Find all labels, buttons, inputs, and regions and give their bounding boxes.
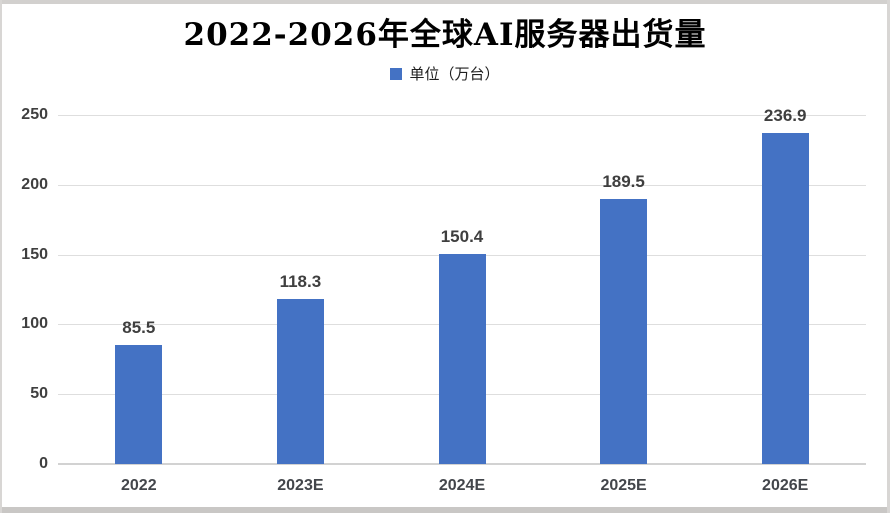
x-axis-tick-label: 2023E [277,477,324,494]
legend: 单位（万台） [0,63,890,84]
gridline [58,184,866,186]
chart-title: 2022-2026年全球AI服务器出货量 [183,17,707,53]
y-axis-tick-label: 50 [30,385,48,403]
y-axis-tick-label: 150 [21,245,48,263]
frame-border-left [0,0,2,513]
bar-value-label: 150.4 [440,227,484,247]
x-axis-tick-label: 2022 [121,477,157,494]
gridline [58,115,866,116]
x-axis-tick-label: 2026E [762,477,809,494]
bar-value-label: 236.9 [763,106,807,126]
bar-value-label: 85.5 [122,317,156,337]
x-axis-line [58,463,866,465]
y-axis-tick-label: 0 [39,455,48,472]
bar-2024E [438,254,486,464]
y-axis-tick-label: 200 [21,175,48,193]
bar-2025E [600,199,648,464]
bar-2022 [115,344,163,464]
x-axis-tick-label: 2024E [438,477,486,494]
bar-2026E [761,133,809,464]
y-axis-tick-label: 100 [21,315,48,333]
bar-value-label: 189.5 [602,172,645,192]
frame-border-right [887,0,890,513]
bar-2023E [276,298,324,464]
y-axis-tick-label: 250 [21,106,48,123]
frame-border-bottom [0,507,890,513]
bar-value-label: 118.3 [279,271,322,291]
legend-square-icon [390,67,403,80]
x-axis-tick-label: 2025E [600,477,647,494]
legend-label: 单位（万台） [409,65,500,83]
frame-border-top [0,0,890,4]
